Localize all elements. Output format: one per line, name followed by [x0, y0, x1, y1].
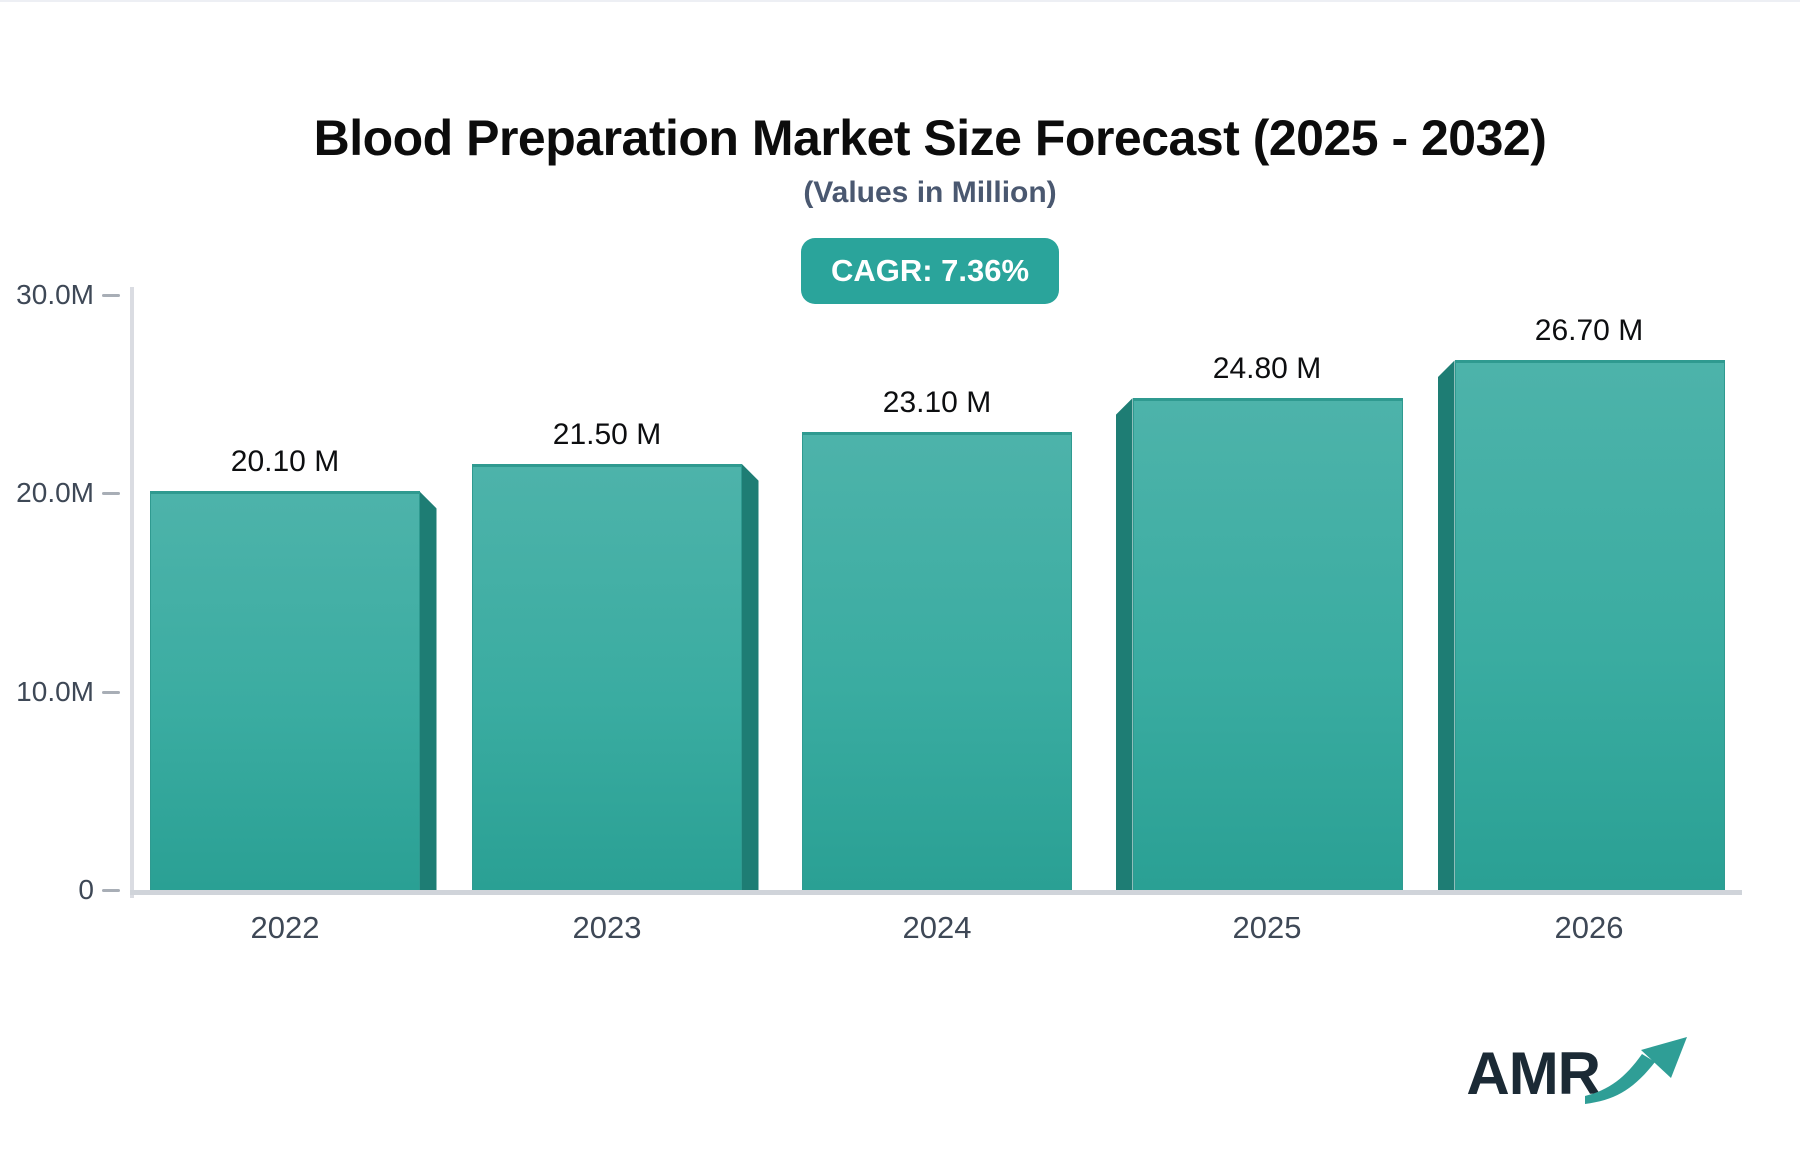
- y-axis-tick-label: 30.0M: [16, 279, 94, 310]
- bar-chart-plot-area: 20.10 M 2022 21.50 M 2023 23.10 M 2024 24.80 M…: [0, 280, 1800, 945]
- y-axis-tick-label: 20.0M: [16, 477, 94, 509]
- bar-2024: [802, 431, 1072, 890]
- bar-2025: [1115, 398, 1403, 890]
- chart-header: Blood Preparation Market Size Forecast (…: [60, 2, 1800, 304]
- bar-value-label: 26.70 M: [1534, 314, 1644, 348]
- y-axis-tick-label: 0: [78, 874, 94, 905]
- bar-2022: [149, 491, 437, 890]
- bar-face: [1454, 360, 1725, 890]
- cagr-badge: CAGR: 7.36%: [800, 238, 1060, 304]
- bar-2026: [1437, 360, 1725, 890]
- bar-group-2026: 26.70 M 2026: [1420, 295, 1742, 945]
- x-axis-label-2023: 2023: [572, 910, 642, 945]
- bar-face: [802, 431, 1072, 890]
- y-axis-line: [130, 287, 134, 898]
- bar-group-2024: 23.10 M 2024: [776, 295, 1098, 945]
- bar-2023: [471, 463, 759, 890]
- bar-value-label: 21.50 M: [552, 417, 662, 451]
- x-axis-baseline: [130, 890, 1742, 895]
- growth-arrow-icon: [1585, 1037, 1687, 1104]
- y-axis-tick-mark: [102, 690, 120, 694]
- bar-group-2023: 21.50 M 2023: [454, 295, 776, 945]
- bar-face: [149, 491, 420, 890]
- amr-logo-text: AMR: [1466, 1039, 1601, 1107]
- bar-value-label: 23.10 M: [882, 385, 992, 419]
- x-axis-label-2025: 2025: [1232, 910, 1302, 945]
- x-axis-label-2024: 2024: [902, 910, 972, 945]
- x-axis-label-2022: 2022: [250, 910, 320, 945]
- y-axis-tick-mark: [102, 294, 120, 297]
- chart-title: Blood Preparation Market Size Forecast (…: [313, 110, 1547, 166]
- bar-group-2025: 24.80 M 2025: [1098, 295, 1420, 945]
- bar-3d-side-shadow: [1115, 398, 1133, 890]
- bar-face: [1132, 398, 1403, 890]
- x-axis-label-2026: 2026: [1554, 910, 1624, 945]
- amr-logo: AMR: [1466, 1036, 1696, 1110]
- y-axis-tick-label: 10.0M: [16, 675, 94, 707]
- bar-3d-side-shadow: [741, 463, 759, 890]
- chart-subtitle: (Values in Million): [803, 176, 1057, 209]
- bar-face: [471, 463, 742, 890]
- bar-group-2022: 20.10 M 2022: [132, 295, 454, 945]
- bar-value-label: 24.80 M: [1212, 352, 1322, 386]
- y-axis-tick-mark: [102, 492, 120, 496]
- bar-3d-side-shadow: [419, 491, 437, 890]
- bars-container: 20.10 M 2022 21.50 M 2023 23.10 M 2024 24.80 M…: [132, 295, 1742, 945]
- y-axis-tick-mark: [102, 889, 120, 892]
- bar-value-label: 20.10 M: [230, 445, 340, 479]
- bar-3d-side-shadow: [1437, 360, 1455, 890]
